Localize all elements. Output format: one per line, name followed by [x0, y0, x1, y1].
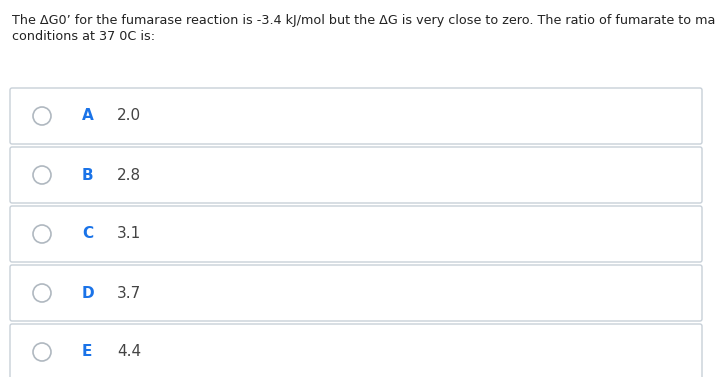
Text: B: B	[82, 167, 94, 182]
FancyBboxPatch shape	[10, 147, 702, 203]
Text: 3.1: 3.1	[117, 227, 142, 242]
Text: 4.4: 4.4	[117, 345, 141, 360]
FancyBboxPatch shape	[10, 324, 702, 377]
Circle shape	[33, 225, 51, 243]
Text: E: E	[82, 345, 92, 360]
Circle shape	[33, 284, 51, 302]
Circle shape	[33, 107, 51, 125]
Text: 2.8: 2.8	[117, 167, 141, 182]
Text: 3.7: 3.7	[117, 285, 142, 300]
FancyBboxPatch shape	[10, 206, 702, 262]
Text: The ΔG0’ for the fumarase reaction is -3.4 kJ/mol but the ΔG is very close to ze: The ΔG0’ for the fumarase reaction is -3…	[12, 14, 715, 27]
FancyBboxPatch shape	[10, 265, 702, 321]
Circle shape	[33, 166, 51, 184]
FancyBboxPatch shape	[10, 88, 702, 144]
Text: C: C	[82, 227, 93, 242]
Text: D: D	[82, 285, 94, 300]
Circle shape	[33, 343, 51, 361]
Text: 2.0: 2.0	[117, 109, 141, 124]
Text: A: A	[82, 109, 94, 124]
Text: conditions at 37 0C is:: conditions at 37 0C is:	[12, 30, 155, 43]
